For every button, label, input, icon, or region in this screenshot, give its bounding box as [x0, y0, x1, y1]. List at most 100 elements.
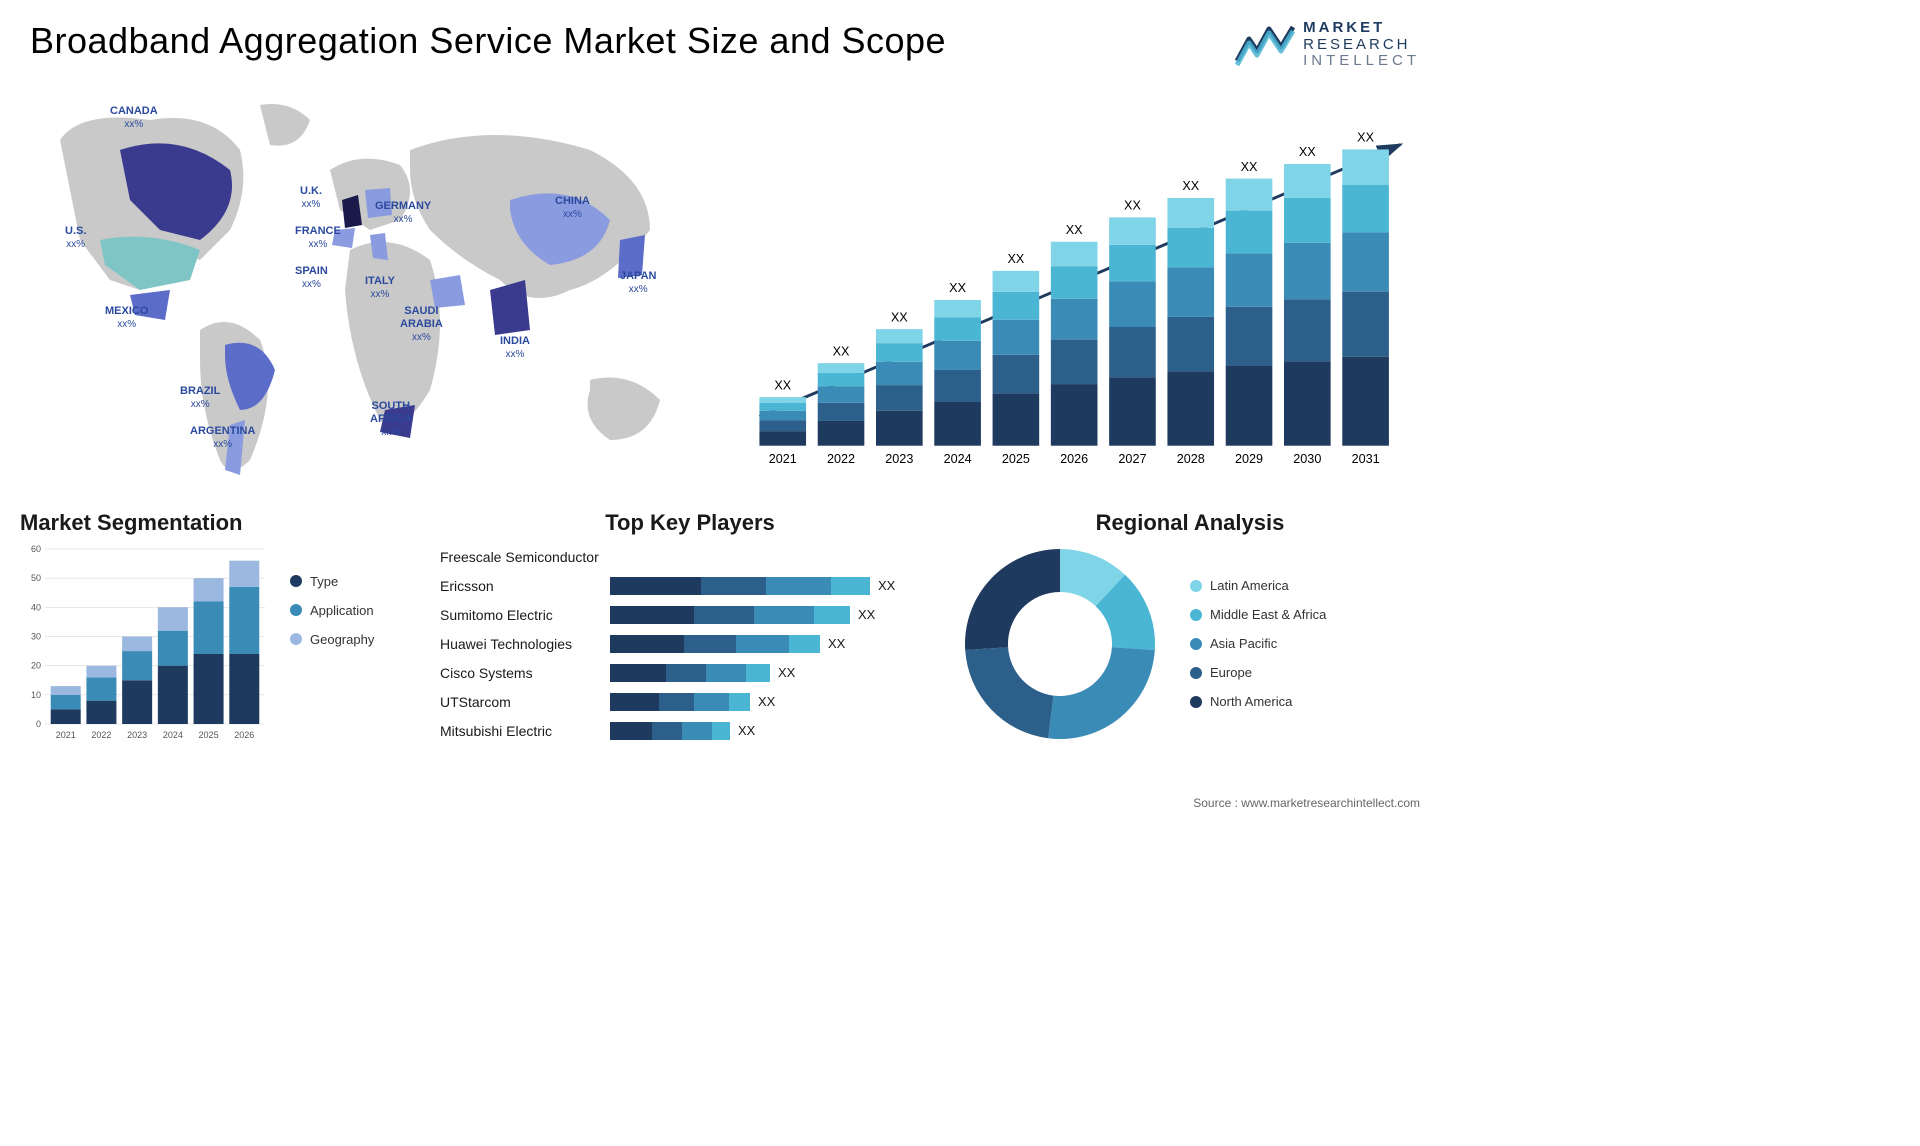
page-title: Broadband Aggregation Service Market Siz… — [30, 20, 946, 62]
svg-text:XX: XX — [774, 378, 791, 392]
svg-text:2027: 2027 — [1118, 452, 1146, 466]
players-panel: Top Key Players Freescale Semiconductor E… — [440, 510, 940, 744]
map-label: SAUDIARABIAxx% — [400, 305, 443, 345]
regional-panel: Regional Analysis Latin America Middle Ea… — [960, 510, 1420, 744]
svg-text:2025: 2025 — [199, 730, 219, 740]
svg-text:20: 20 — [31, 660, 41, 670]
main-growth-chart: XX2021XX2022XX2023XX2024XX2025XX2026XX20… — [740, 110, 1420, 490]
player-value: XX — [758, 694, 775, 709]
world-map: CANADAxx% U.S.xx% MEXICOxx% BRAZILxx% ARGENT… — [30, 80, 710, 500]
legend-item: North America — [1190, 694, 1326, 709]
svg-text:2022: 2022 — [91, 730, 111, 740]
player-row: Huawei Technologies XX — [440, 631, 940, 657]
svg-text:XX: XX — [949, 281, 966, 295]
svg-text:2021: 2021 — [769, 452, 797, 466]
players-list: Freescale SemiconductorEricssonXXSumitom… — [440, 544, 940, 744]
player-row: Mitsubishi Electric XX — [440, 718, 940, 744]
map-label: CANADAxx% — [110, 105, 158, 131]
player-bar — [610, 664, 770, 682]
logo-line-2: RESEARCH — [1303, 37, 1420, 54]
player-bar — [610, 693, 750, 711]
regional-legend: Latin America Middle East & Africa Asia Pa… — [1190, 578, 1326, 709]
player-value: XX — [858, 607, 875, 622]
map-label: JAPANxx% — [620, 270, 656, 296]
segmentation-legend: TypeApplicationGeography — [290, 544, 374, 647]
player-name: Mitsubishi Electric — [440, 723, 610, 739]
player-name: Huawei Technologies — [440, 636, 610, 652]
svg-text:30: 30 — [31, 631, 41, 641]
svg-text:10: 10 — [31, 689, 41, 699]
map-label: U.S.xx% — [65, 225, 86, 251]
map-label: ARGENTINAxx% — [190, 425, 255, 451]
player-row: Ericsson XX — [440, 573, 940, 599]
svg-text:XX: XX — [833, 344, 850, 358]
svg-text:2030: 2030 — [1293, 452, 1321, 466]
svg-text:2029: 2029 — [1235, 452, 1263, 466]
player-row: Cisco Systems XX — [440, 660, 940, 686]
svg-text:2028: 2028 — [1177, 452, 1205, 466]
svg-text:2025: 2025 — [1002, 452, 1030, 466]
svg-text:2023: 2023 — [885, 452, 913, 466]
map-label: SPAINxx% — [295, 265, 328, 291]
regional-donut — [960, 544, 1160, 744]
svg-text:2024: 2024 — [163, 730, 183, 740]
player-row: Freescale Semiconductor — [440, 544, 940, 570]
map-label: GERMANYxx% — [375, 200, 431, 226]
svg-text:60: 60 — [31, 544, 41, 554]
map-label: CHINAxx% — [555, 195, 590, 221]
svg-text:XX: XX — [891, 310, 908, 324]
map-label: BRAZILxx% — [180, 385, 220, 411]
map-label: FRANCExx% — [295, 225, 341, 251]
player-bar — [610, 606, 850, 624]
segmentation-title: Market Segmentation — [20, 510, 420, 536]
logo-line-1: MARKET — [1303, 20, 1420, 37]
svg-text:XX: XX — [1299, 145, 1316, 159]
svg-text:XX: XX — [1182, 179, 1199, 193]
legend-item: Asia Pacific — [1190, 636, 1326, 651]
player-name: Freescale Semiconductor — [440, 549, 610, 565]
legend-item: Latin America — [1190, 578, 1326, 593]
svg-text:XX: XX — [1241, 159, 1258, 173]
player-value: XX — [828, 636, 845, 651]
player-bar — [610, 577, 870, 595]
players-title: Top Key Players — [440, 510, 940, 536]
player-row: UTStarcom XX — [440, 689, 940, 715]
segmentation-chart: 0102030405060202120222023202420252026 — [20, 544, 270, 744]
svg-text:40: 40 — [31, 602, 41, 612]
player-row: Sumitomo Electric XX — [440, 602, 940, 628]
player-name: Ericsson — [440, 578, 610, 594]
legend-item: Europe — [1190, 665, 1326, 680]
player-value: XX — [778, 665, 795, 680]
source-attribution: Source : www.marketresearchintellect.com — [1193, 796, 1420, 810]
player-bar — [610, 722, 730, 740]
player-value: XX — [738, 723, 755, 738]
svg-text:2026: 2026 — [234, 730, 254, 740]
legend-item: Application — [290, 603, 374, 618]
svg-text:XX: XX — [1007, 252, 1024, 266]
svg-text:2021: 2021 — [56, 730, 76, 740]
map-label: MEXICOxx% — [105, 305, 148, 331]
svg-text:XX: XX — [1066, 222, 1083, 236]
map-label: U.K.xx% — [300, 185, 322, 211]
player-value: XX — [878, 578, 895, 593]
player-name: Sumitomo Electric — [440, 607, 610, 623]
map-label: INDIAxx% — [500, 335, 530, 361]
legend-item: Middle East & Africa — [1190, 607, 1326, 622]
map-label: SOUTHAFRICAxx% — [370, 400, 412, 440]
svg-text:2022: 2022 — [827, 452, 855, 466]
segmentation-panel: Market Segmentation 01020304050602021202… — [20, 510, 420, 744]
regional-title: Regional Analysis — [960, 510, 1420, 536]
player-name: Cisco Systems — [440, 665, 610, 681]
svg-text:XX: XX — [1357, 130, 1374, 144]
player-bar — [610, 635, 820, 653]
svg-text:0: 0 — [36, 719, 41, 729]
svg-text:2024: 2024 — [944, 452, 972, 466]
legend-item: Geography — [290, 632, 374, 647]
player-name: UTStarcom — [440, 694, 610, 710]
logo-icon — [1235, 21, 1295, 69]
logo-line-3: INTELLECT — [1303, 53, 1420, 70]
svg-text:XX: XX — [1124, 198, 1141, 212]
svg-text:2031: 2031 — [1352, 452, 1380, 466]
brand-logo: MARKET RESEARCH INTELLECT — [1235, 20, 1420, 70]
map-label: ITALYxx% — [365, 275, 395, 301]
